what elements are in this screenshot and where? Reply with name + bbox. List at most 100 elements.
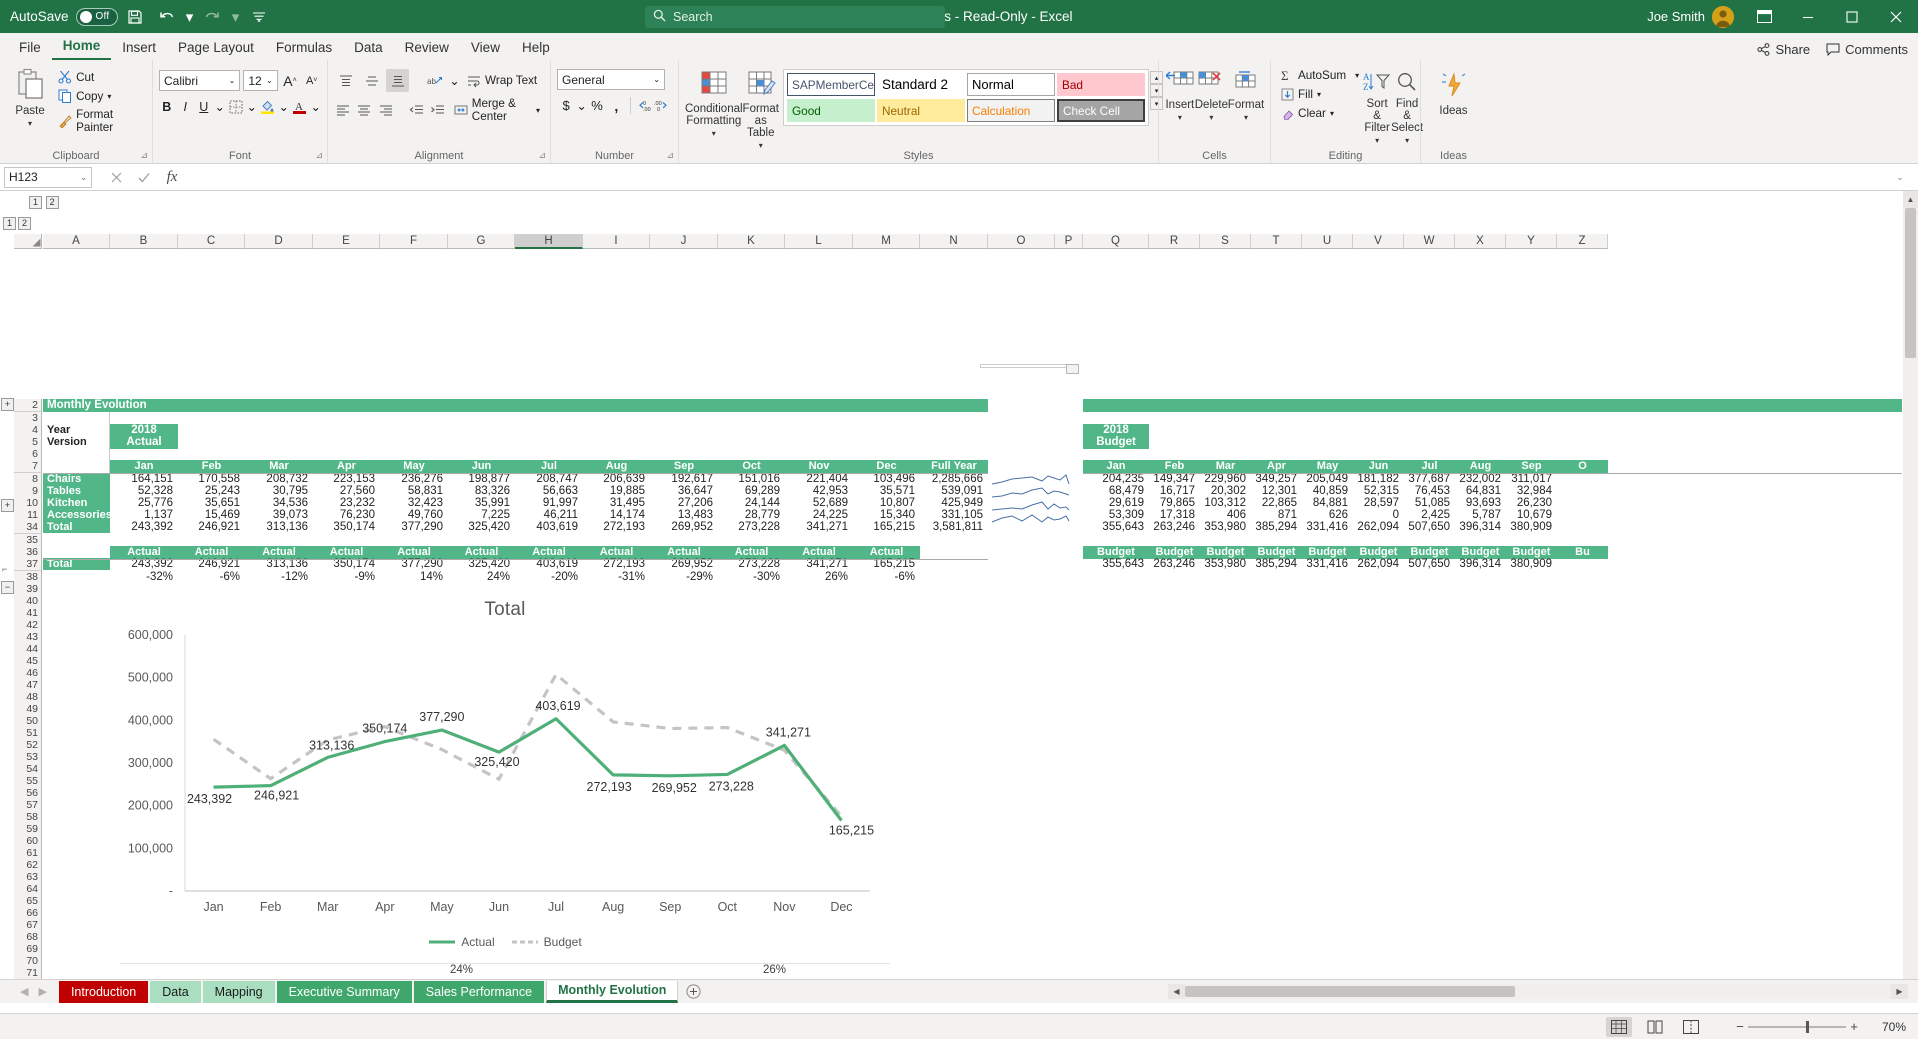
page-layout-view-icon[interactable] [1642,1017,1668,1037]
tab-page-layout[interactable]: Page Layout [178,40,254,55]
month-header-mar[interactable]: Mar [245,460,313,473]
cell-total-actual-4[interactable]: 377,290 [401,558,443,570]
cell-budget-kitchen-6[interactable]: 51,085 [1414,497,1450,509]
scroll-up-icon[interactable]: ▲ [1903,191,1918,208]
redo-dropdown-icon[interactable]: ▾ [231,8,240,26]
month-header-feb[interactable]: Feb [178,460,245,473]
cell-budget-kitchen-3[interactable]: 22,865 [1261,497,1297,509]
merge-dropdown-icon[interactable]: ▾ [536,105,541,115]
cell-budget-chairs-4[interactable]: 205,049 [1306,473,1348,485]
tab-review[interactable]: Review [404,40,449,55]
gallery-scroll-down-icon[interactable]: ▾ [1149,84,1163,97]
version-band-actual-8[interactable]: Actual [650,546,718,559]
cell-actual-kitchen-12[interactable]: 425,949 [941,497,983,509]
font-color-icon[interactable]: A [292,95,308,118]
fill-color-icon[interactable] [260,95,276,118]
header-budget-year[interactable]: 2018 [1083,424,1149,437]
cell-actual-chairs-12[interactable]: 2,285,666 [931,473,983,485]
name-box-dropdown-icon[interactable]: ⌄ [80,172,87,182]
outline-level-buttons-col[interactable]: 1 2 [29,193,59,209]
underline-button[interactable]: U [196,95,212,118]
increase-font-size-icon[interactable]: A ˄ [283,72,297,89]
cell-actual-tables-9[interactable]: 69,289 [744,485,780,497]
month-header-nov[interactable]: Nov [785,460,853,473]
cell-budget-total-6[interactable]: 507,650 [1408,521,1450,533]
share-button[interactable]: Share [1757,42,1810,57]
add-sheet-icon[interactable] [680,981,706,1003]
cell-actual-chairs-7[interactable]: 206,639 [603,473,645,485]
version-band-actual-9[interactable]: Actual [718,546,785,559]
cell-total-actual-8[interactable]: 269,952 [671,558,713,570]
cell-budget-tables-5[interactable]: 52,315 [1363,485,1399,497]
month-header-oct[interactable]: Oct [718,460,785,473]
header-actual-year[interactable]: 2018 [110,424,178,437]
normal-view-icon[interactable] [1606,1016,1632,1037]
prev-sheet-icon[interactable]: ◀ [20,986,29,998]
version-band-budget-8[interactable]: Budget [1506,546,1557,559]
align-bottom-icon[interactable] [386,69,409,92]
budget-month-header-4[interactable]: May [1302,460,1353,473]
cell-total-budget-8[interactable]: 380,909 [1510,558,1552,570]
column-header-B[interactable]: B [110,234,178,249]
cell-variance-1[interactable]: -6% [219,571,240,583]
user-account[interactable]: Joe Smith [1647,5,1742,28]
format-painter-button[interactable]: Format Painter [54,106,146,136]
banner-right[interactable] [1083,399,1902,412]
cell-total-budget-3[interactable]: 385,294 [1255,558,1297,570]
cell-budget-chairs-1[interactable]: 149,347 [1153,473,1195,485]
cell-budget-tables-0[interactable]: 68,479 [1108,485,1144,497]
cell-budget-total-0[interactable]: 355,643 [1102,521,1144,533]
cell-variance-2[interactable]: -12% [281,571,308,583]
minimize-icon[interactable] [1786,0,1830,33]
decrease-decimal-icon[interactable]: .00 0 [654,94,672,117]
fill-dropdown-icon[interactable]: ▾ [1316,90,1321,99]
tab-view[interactable]: View [470,40,500,55]
gallery-scroll-up-icon[interactable]: ▴ [1149,71,1163,84]
zoom-in-icon[interactable]: + [1850,1019,1858,1034]
sheet-tab-data[interactable]: Data [150,980,201,1003]
cell-total-budget-2[interactable]: 353,980 [1204,558,1246,570]
month-header-dec[interactable]: Dec [853,460,920,473]
cell-styles-gallery[interactable]: SAPMemberCell Standard 2 Normal Bad Good… [782,69,1149,126]
cell-budget-total-7[interactable]: 396,314 [1459,521,1501,533]
column-header-V[interactable]: V [1353,234,1404,249]
cell-budget-total-2[interactable]: 353,980 [1204,521,1246,533]
cell-budget-tables-7[interactable]: 64,831 [1465,485,1501,497]
cell-actual-chairs-10[interactable]: 221,404 [806,473,848,485]
zoom-out-icon[interactable]: − [1736,1019,1744,1034]
cell-actual-tables-5[interactable]: 83,326 [474,485,510,497]
tab-formulas[interactable]: Formulas [275,40,333,55]
comments-button[interactable]: Comments [1826,42,1908,57]
row-label-chairs[interactable]: Chairs [43,473,110,485]
outline-level-1-row[interactable]: 1 [3,217,16,230]
row-label-total[interactable]: Total [43,558,110,570]
cell-variance-8[interactable]: -29% [686,571,713,583]
cell-actual-total-7[interactable]: 272,193 [603,521,645,533]
style-sapmembercell[interactable]: SAPMemberCell [786,73,875,96]
increase-indent-icon[interactable] [428,99,446,122]
cell-actual-chairs-3[interactable]: 223,153 [333,473,375,485]
cell-actual-total-3[interactable]: 350,174 [333,521,375,533]
page-break-preview-icon[interactable] [1678,1017,1704,1037]
version-band-actual-3[interactable]: Actual [313,546,380,559]
select-all-corner[interactable] [14,234,42,249]
search-box[interactable]: Search [645,5,945,28]
ribbon-display-options-icon[interactable] [1742,0,1786,33]
version-band-actual-11[interactable]: Actual [853,546,920,559]
cell-budget-kitchen-7[interactable]: 93,693 [1465,497,1501,509]
hscroll-track[interactable] [1185,983,1891,999]
header-actual-version[interactable]: Actual [110,436,178,449]
undo-dropdown-icon[interactable]: ▾ [185,8,194,26]
cell-actual-kitchen-10[interactable]: 52,689 [812,497,848,509]
row-header-7[interactable]: 7 [14,460,42,473]
month-header-full-year[interactable]: Full Year [920,460,988,473]
cell-budget-accessories-6[interactable]: 2,425 [1421,509,1450,521]
label-year[interactable]: Year [47,424,71,436]
cell-actual-accessories-5[interactable]: 7,225 [481,509,510,521]
column-header-J[interactable]: J [650,234,718,249]
sheet-tab-mapping[interactable]: Mapping [202,980,275,1003]
column-header-H[interactable]: H [515,234,583,249]
cell-actual-accessories-2[interactable]: 39,073 [272,509,308,521]
redo-icon[interactable] [198,4,228,30]
cell-total-budget-5[interactable]: 262,094 [1357,558,1399,570]
